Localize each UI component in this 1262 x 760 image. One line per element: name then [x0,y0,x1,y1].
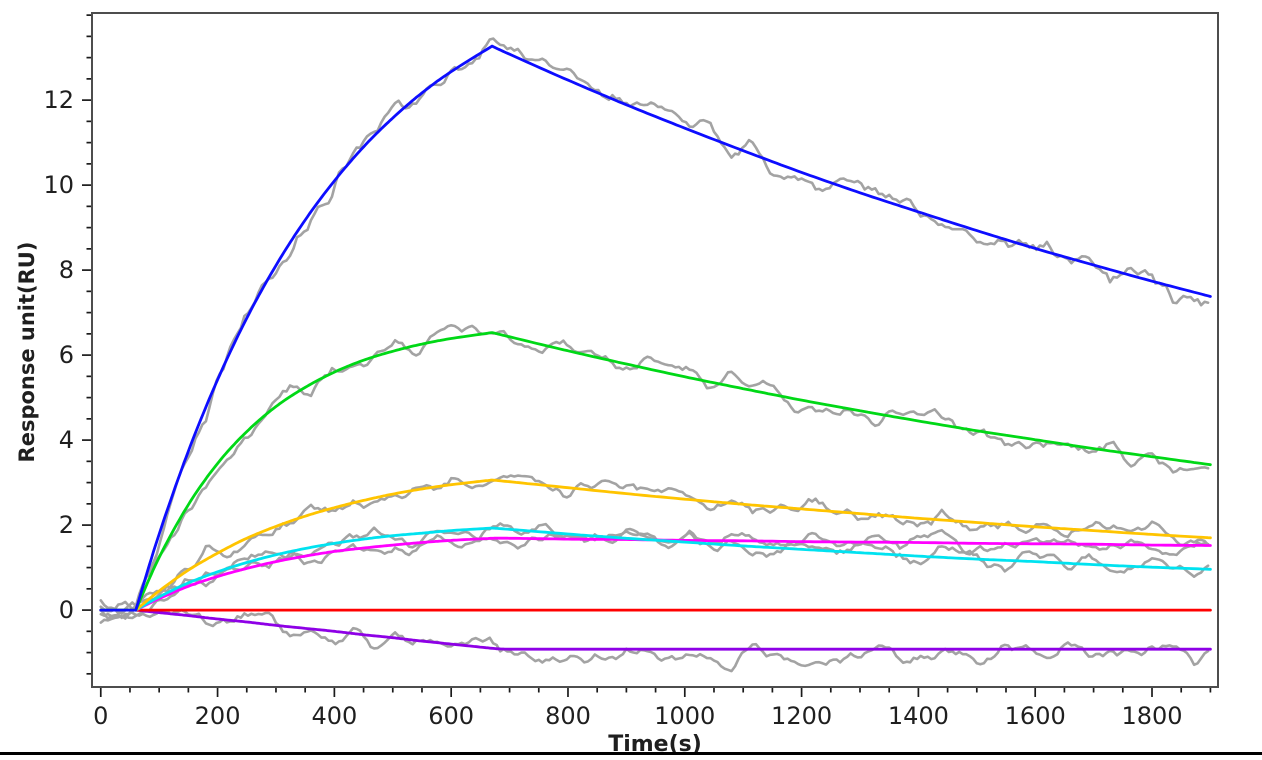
x-tick-label: 1600 [1005,702,1066,730]
fit-curve-blue-fit [99,44,1212,612]
plot-border [91,12,1219,688]
fit-curve-violet-negative-drift [99,608,1212,651]
x-tick-label: 1800 [1121,702,1182,730]
x-tick-label: 200 [195,702,241,730]
x-tick-label: 800 [545,702,591,730]
raw-trace-gold-fit [99,474,1210,624]
x-tick-label: 400 [311,702,357,730]
x-tick-label: 1000 [654,702,715,730]
y-tick-label: 4 [59,426,74,454]
bottom-border-rule [0,752,1262,755]
y-tick-label: 2 [59,511,74,539]
y-tick-label: 10 [43,171,74,199]
x-tick-label: 1200 [771,702,832,730]
raw-trace-violet-negative-drift [99,599,1210,673]
fit-curve-green-fit [99,331,1212,612]
raw-trace-blue-fit [99,37,1210,615]
y-tick-label: 8 [59,256,74,284]
x-tick-label: 0 [93,702,108,730]
fit-curve-magenta-fit [99,536,1212,612]
raw-trace-magenta-fit [99,528,1210,613]
y-tick-label: 6 [59,341,74,369]
y-axis-title: Response unit(RU) [15,241,39,463]
fit-curve-gold-fit [99,478,1212,612]
x-tick-label: 600 [428,702,474,730]
y-tick-label: 12 [43,86,74,114]
x-tick-label: 1400 [888,702,949,730]
fit-curve-cyan-fit [99,526,1212,612]
raw-trace-green-fit [99,324,1210,620]
y-tick-label: 0 [59,596,74,624]
